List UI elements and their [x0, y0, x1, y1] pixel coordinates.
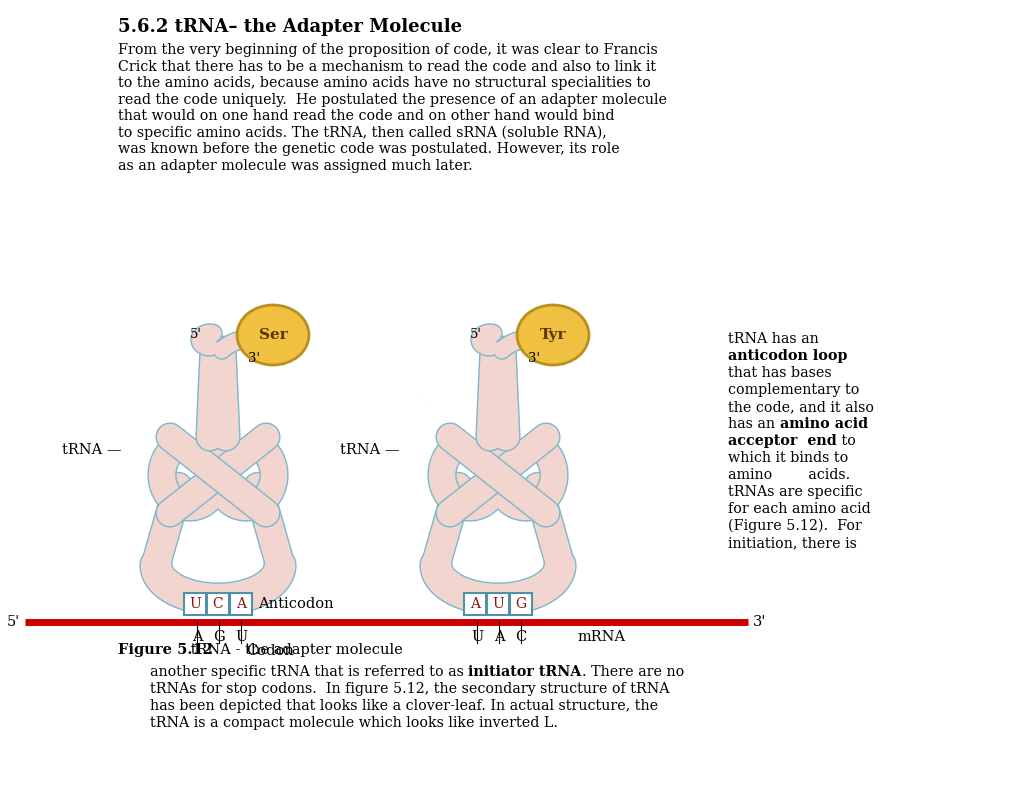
Text: Figure 5.12: Figure 5.12: [118, 643, 213, 657]
Text: C: C: [213, 597, 223, 611]
Text: Crick that there has to be a mechanism to read the code and also to link it: Crick that there has to be a mechanism t…: [118, 60, 656, 73]
Text: as an adapter molecule was assigned much later.: as an adapter molecule was assigned much…: [118, 158, 473, 173]
Text: 3': 3': [753, 615, 766, 629]
Text: tRNA has an: tRNA has an: [728, 332, 823, 346]
Text: 5': 5': [190, 328, 202, 341]
Text: to: to: [837, 434, 856, 448]
Text: U: U: [189, 597, 201, 611]
Text: another specific tRNA that is referred to as: another specific tRNA that is referred t…: [150, 665, 468, 679]
Text: the code, and it also: the code, and it also: [728, 400, 874, 414]
Text: tRNA - the adapter molecule: tRNA - the adapter molecule: [186, 643, 402, 657]
Text: initiator tRNA: initiator tRNA: [468, 665, 582, 679]
Text: (Figure 5.12).  For: (Figure 5.12). For: [728, 519, 862, 533]
Text: Tyr: Tyr: [540, 328, 566, 342]
Text: 5': 5': [470, 328, 482, 341]
Text: C: C: [515, 630, 526, 644]
Text: complementary to: complementary to: [728, 383, 859, 397]
Text: acceptor  end: acceptor end: [728, 434, 837, 448]
Text: . There are no: . There are no: [582, 665, 684, 679]
Text: U: U: [471, 630, 483, 644]
Text: 3': 3': [528, 352, 540, 365]
FancyBboxPatch shape: [207, 593, 229, 615]
Text: tRNA is a compact molecule which looks like inverted L.: tRNA is a compact molecule which looks l…: [150, 716, 558, 730]
Text: has an: has an: [728, 417, 779, 431]
Text: A: A: [236, 597, 246, 611]
Text: tRNAs are specific: tRNAs are specific: [728, 485, 862, 499]
Text: to specific amino acids. The tRNA, then called sRNA (soluble RNA),: to specific amino acids. The tRNA, then …: [118, 125, 607, 140]
Text: A: A: [191, 630, 203, 644]
FancyBboxPatch shape: [230, 593, 252, 615]
Ellipse shape: [517, 305, 589, 365]
Text: From the very beginning of the proposition of code, it was clear to Francis: From the very beginning of the propositi…: [118, 43, 657, 57]
Text: U: U: [234, 630, 247, 644]
Text: read the code uniquely.  He postulated the presence of an adapter molecule: read the code uniquely. He postulated th…: [118, 92, 667, 106]
Text: was known before the genetic code was postulated. However, its role: was known before the genetic code was po…: [118, 142, 620, 156]
Text: initiation, there is: initiation, there is: [728, 536, 857, 550]
Text: G: G: [515, 597, 526, 611]
FancyBboxPatch shape: [464, 593, 486, 615]
Text: mRNA: mRNA: [578, 630, 626, 644]
Text: that has bases: that has bases: [728, 366, 831, 380]
Text: tRNAs for stop codons.  In figure 5.12, the secondary structure of tRNA: tRNAs for stop codons. In figure 5.12, t…: [150, 682, 670, 696]
Text: A: A: [470, 597, 480, 611]
Text: which it binds to: which it binds to: [728, 451, 848, 465]
Text: tRNA —: tRNA —: [62, 443, 122, 457]
Text: 3': 3': [248, 352, 260, 365]
Text: anticodon loop: anticodon loop: [728, 349, 848, 363]
Text: Ser: Ser: [259, 328, 288, 342]
FancyBboxPatch shape: [510, 593, 532, 615]
Text: has been depicted that looks like a clover-leaf. In actual structure, the: has been depicted that looks like a clov…: [150, 699, 658, 713]
Text: Anticodon: Anticodon: [258, 597, 334, 611]
FancyBboxPatch shape: [184, 593, 206, 615]
Text: tRNA —: tRNA —: [340, 443, 399, 457]
Text: for each amino acid: for each amino acid: [728, 502, 870, 516]
Text: Codon: Codon: [246, 644, 294, 658]
Text: 5': 5': [7, 615, 20, 629]
FancyBboxPatch shape: [487, 593, 509, 615]
Text: amino        acids.: amino acids.: [728, 468, 850, 482]
Text: amino acid: amino acid: [779, 417, 867, 431]
Text: U: U: [493, 597, 504, 611]
Text: 5.6.2 tRNA– the Adapter Molecule: 5.6.2 tRNA– the Adapter Molecule: [118, 18, 462, 36]
Text: that would on one hand read the code and on other hand would bind: that would on one hand read the code and…: [118, 109, 614, 123]
Text: to the amino acids, because amino acids have no structural specialities to: to the amino acids, because amino acids …: [118, 76, 651, 90]
Ellipse shape: [237, 305, 309, 365]
Text: G: G: [213, 630, 225, 644]
Text: A: A: [494, 630, 504, 644]
